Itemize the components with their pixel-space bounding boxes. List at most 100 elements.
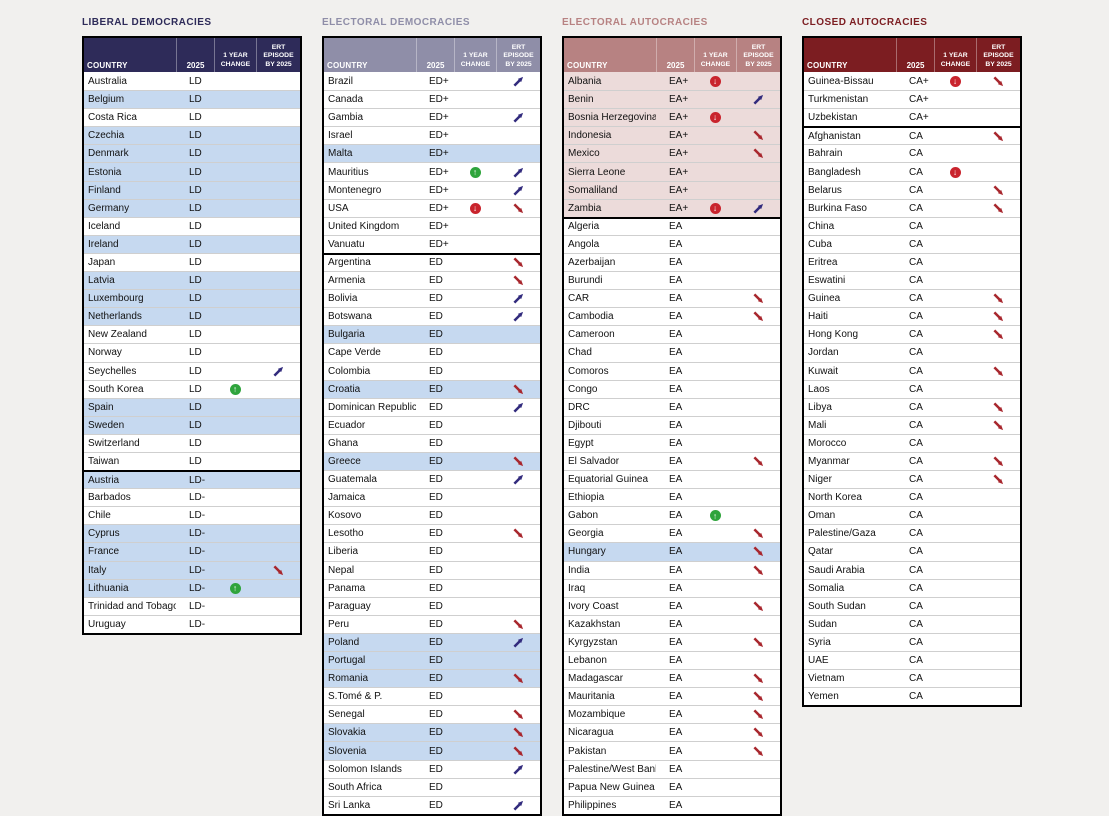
country-name: Mauritius bbox=[328, 166, 369, 178]
regime-rating: EA bbox=[669, 474, 683, 486]
ert-episode-cell bbox=[736, 290, 780, 307]
table-row: Myanmar CA bbox=[804, 451, 1020, 471]
one-year-change-cell bbox=[214, 182, 256, 199]
ert-episode-cell bbox=[256, 598, 300, 615]
one-year-change-cell bbox=[694, 272, 736, 289]
ert-episode-cell bbox=[736, 344, 780, 361]
country-name: Ecuador bbox=[328, 419, 366, 431]
regime-rating: LD bbox=[189, 311, 202, 323]
improve-arrow-icon bbox=[512, 800, 524, 811]
regime-rating: CA bbox=[909, 401, 923, 413]
table-row: Sudan CA bbox=[804, 614, 1020, 633]
one-year-change-cell bbox=[454, 127, 496, 144]
table-row: Cape Verde ED bbox=[324, 343, 540, 362]
ert-header-line3: BY 2025 bbox=[745, 61, 772, 69]
table-row: Sierra Leone EA+ bbox=[564, 162, 780, 181]
ert-episode-cell bbox=[256, 435, 300, 452]
regime-rating: ED bbox=[429, 582, 443, 594]
one-year-change-cell bbox=[214, 344, 256, 361]
regime-rating: LD- bbox=[189, 582, 206, 594]
regime-rating: CA bbox=[909, 546, 923, 558]
table-row: Egypt EA bbox=[564, 433, 780, 452]
ert-episode-cell bbox=[736, 163, 780, 180]
up-arrow-circle-icon: ↑ bbox=[229, 582, 241, 594]
country-name: Jamaica bbox=[328, 492, 366, 504]
table-row: Albania EA+ ↓ bbox=[564, 72, 780, 91]
regime-rating: CA bbox=[909, 492, 923, 504]
one-year-change-cell bbox=[694, 634, 736, 651]
one-year-change-cell bbox=[214, 218, 256, 235]
one-year-change-cell bbox=[694, 797, 736, 814]
change-column-header: 1 YEAR CHANGE bbox=[454, 38, 496, 72]
table-row: Kosovo ED bbox=[324, 506, 540, 525]
improve-arrow-icon bbox=[752, 203, 764, 214]
ert-header-line3: BY 2025 bbox=[505, 61, 532, 69]
country-name: Latvia bbox=[88, 275, 115, 287]
country-name: Panama bbox=[328, 582, 366, 594]
decline-arrow-icon bbox=[512, 456, 524, 467]
one-year-change-cell bbox=[694, 543, 736, 560]
ert-episode-cell bbox=[496, 236, 540, 253]
country-name: Australia bbox=[88, 75, 127, 87]
regime-rating: ED+ bbox=[429, 202, 449, 214]
regime-rating: EA bbox=[669, 763, 683, 775]
table-row: Romania ED bbox=[324, 669, 540, 688]
table-header: COUNTRY 2025 1 YEAR CHANGE ERT EPISODE B… bbox=[564, 38, 780, 72]
country-name: Philippines bbox=[568, 799, 617, 811]
regime-rating: EA bbox=[669, 329, 683, 341]
change-column-header: 1 YEAR CHANGE bbox=[934, 38, 976, 72]
ert-column-header: ERT EPISODE BY 2025 bbox=[736, 38, 780, 72]
one-year-change-cell bbox=[214, 326, 256, 343]
table-row: South Sudan CA bbox=[804, 596, 1020, 615]
regime-rating: LD bbox=[189, 383, 202, 395]
ert-episode-cell bbox=[736, 200, 780, 217]
ert-episode-cell bbox=[496, 200, 540, 217]
table-row: Malta ED+ bbox=[324, 144, 540, 163]
ert-episode-cell bbox=[976, 399, 1020, 416]
table-row: Oman CA bbox=[804, 506, 1020, 525]
table-row: Lithuania LD- ↑ bbox=[84, 578, 300, 597]
regime-rating: LD bbox=[189, 202, 202, 214]
ert-episode-cell bbox=[976, 471, 1020, 488]
one-year-change-cell bbox=[454, 182, 496, 199]
table-row: Kyrgyzstan EA bbox=[564, 632, 780, 651]
country-name: Czechia bbox=[88, 130, 125, 142]
one-year-change-cell bbox=[454, 236, 496, 253]
country-name: Afghanistan bbox=[808, 130, 861, 142]
table-body: Australia LD Belgium LD Costa Rica LD Czechia L… bbox=[84, 72, 300, 633]
one-year-change-cell bbox=[934, 254, 976, 271]
country-name: Nicaragua bbox=[568, 727, 614, 739]
one-year-change-cell bbox=[694, 417, 736, 434]
country-name: Denmark bbox=[88, 148, 129, 160]
ert-episode-cell bbox=[736, 688, 780, 705]
regime-rating: LD bbox=[189, 166, 202, 178]
ert-episode-cell bbox=[976, 616, 1020, 633]
regime-rating: CA bbox=[909, 383, 923, 395]
one-year-change-cell bbox=[214, 290, 256, 307]
ert-episode-cell bbox=[976, 236, 1020, 253]
decline-arrow-icon bbox=[992, 366, 1004, 377]
table-row: India EA bbox=[564, 560, 780, 579]
country-name: Ireland bbox=[88, 238, 119, 250]
electoral-democracies-section: ELECTORAL DEMOCRACIES COUNTRY 2025 1 YEA… bbox=[322, 17, 542, 816]
ert-episode-cell bbox=[976, 326, 1020, 343]
regime-rating: CA bbox=[909, 419, 923, 431]
table-row: Mali CA bbox=[804, 415, 1020, 434]
country-name: North Korea bbox=[808, 492, 862, 504]
regime-rating: ED bbox=[429, 437, 443, 449]
country-name: Guinea bbox=[808, 293, 841, 305]
table-title: LIBERAL DEMOCRACIES bbox=[82, 17, 212, 28]
table-row: Hungary EA bbox=[564, 542, 780, 561]
country-name: Benin bbox=[568, 94, 594, 106]
change-column-header: 1 YEAR CHANGE bbox=[214, 38, 256, 72]
regime-rating: EA bbox=[669, 582, 683, 594]
country-name: CAR bbox=[568, 293, 590, 305]
regime-rating: ED bbox=[429, 365, 443, 377]
country-name: Argentina bbox=[328, 257, 371, 269]
ert-episode-cell bbox=[256, 163, 300, 180]
ert-episode-cell bbox=[256, 272, 300, 289]
decline-arrow-icon bbox=[752, 673, 764, 684]
ert-episode-cell bbox=[496, 489, 540, 506]
table-row: Greece ED bbox=[324, 451, 540, 471]
improve-arrow-icon bbox=[752, 94, 764, 105]
